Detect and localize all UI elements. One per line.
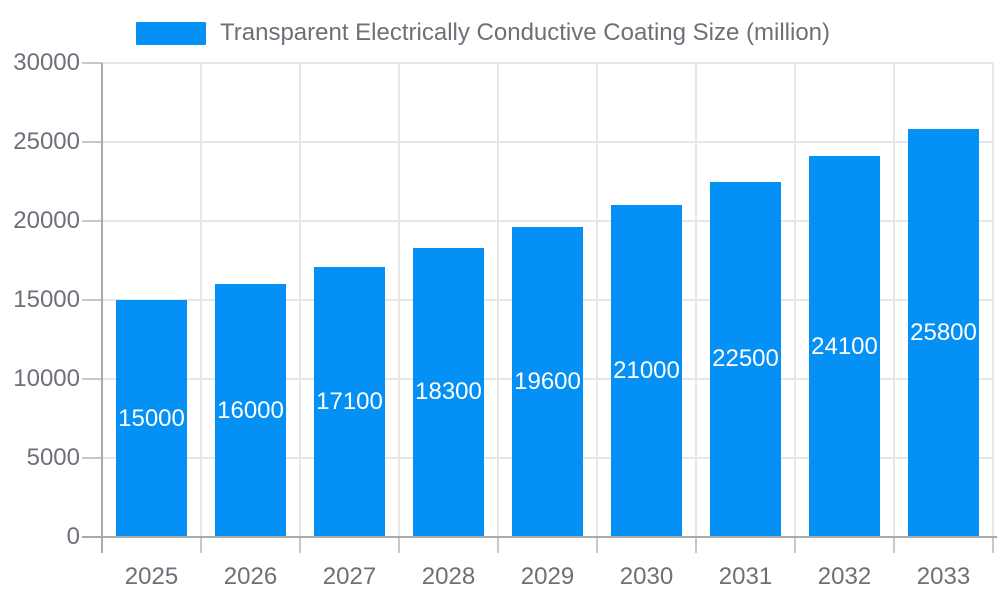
- bar-value-label: 18300: [415, 378, 482, 406]
- x-axis-tick-label: 2032: [817, 563, 872, 590]
- legend-swatch: [136, 21, 206, 45]
- x-axis-tick: [596, 537, 598, 553]
- bar-value-label: 25800: [910, 319, 977, 347]
- bar-value-label: 24100: [811, 332, 878, 360]
- x-axis-tick-label: 2026: [223, 563, 278, 590]
- bar-2031[interactable]: 22500: [710, 181, 781, 537]
- gridline-vertical: [497, 63, 499, 537]
- bar-value-label: 15000: [118, 404, 185, 432]
- bar-2029[interactable]: 19600: [512, 227, 583, 537]
- x-axis-tick: [299, 537, 301, 553]
- gridline-vertical: [299, 63, 301, 537]
- y-axis-tick-label: 0: [66, 523, 80, 550]
- y-axis-tick-label: 25000: [13, 128, 80, 155]
- bar-value-label: 21000: [613, 357, 680, 385]
- gridline-horizontal: [102, 141, 993, 143]
- bar-2033[interactable]: 25800: [908, 129, 979, 537]
- gridline-horizontal: [102, 220, 993, 222]
- gridline-vertical: [596, 63, 598, 537]
- x-axis-tick: [497, 537, 499, 553]
- x-axis-tick-label: 2030: [619, 563, 674, 590]
- y-axis-tick: [82, 378, 102, 380]
- bar-value-label: 17100: [316, 387, 383, 415]
- x-axis-line: [82, 536, 997, 538]
- x-axis-tick: [695, 537, 697, 553]
- bar-2028[interactable]: 18300: [413, 247, 484, 537]
- gridline-vertical: [398, 63, 400, 537]
- bar-2025[interactable]: 15000: [116, 300, 187, 537]
- bar-value-label: 16000: [217, 396, 284, 424]
- bar-2027[interactable]: 17100: [314, 266, 385, 537]
- bar-2032[interactable]: 24100: [809, 156, 880, 537]
- bar-value-label: 22500: [712, 345, 779, 373]
- gridline-vertical: [794, 63, 796, 537]
- bar-2030[interactable]: 21000: [611, 205, 682, 537]
- bar-value-label: 19600: [514, 368, 581, 396]
- y-axis-tick: [82, 62, 102, 64]
- y-axis-line: [101, 63, 103, 553]
- y-axis-tick-label: 15000: [13, 286, 80, 313]
- y-axis-tick: [82, 457, 102, 459]
- x-axis-tick-label: 2029: [520, 563, 575, 590]
- y-axis-tick-label: 5000: [26, 444, 80, 471]
- y-axis-tick-label: 10000: [13, 365, 80, 392]
- x-axis-tick: [794, 537, 796, 553]
- x-axis-tick: [893, 537, 895, 553]
- x-axis-tick-label: 2025: [124, 563, 179, 590]
- y-axis-tick-label: 20000: [13, 207, 80, 234]
- gridline-vertical: [200, 63, 202, 537]
- x-axis-tick: [992, 537, 994, 553]
- gridline-horizontal: [102, 62, 993, 64]
- x-axis-tick-label: 2033: [916, 563, 971, 590]
- legend-label: Transparent Electrically Conductive Coat…: [220, 19, 831, 46]
- x-axis-tick: [200, 537, 202, 553]
- gridline-vertical: [992, 63, 994, 537]
- legend-item[interactable]: Transparent Electrically Conductive Coat…: [136, 19, 830, 47]
- x-axis-tick-label: 2028: [421, 563, 476, 590]
- y-axis-tick: [82, 299, 102, 301]
- y-axis-tick: [82, 141, 102, 143]
- x-axis-tick-label: 2031: [718, 563, 773, 590]
- gridline-vertical: [695, 63, 697, 537]
- gridline-vertical: [893, 63, 895, 537]
- y-axis-tick: [82, 220, 102, 222]
- x-axis-tick-label: 2027: [322, 563, 377, 590]
- bar-2026[interactable]: 16000: [215, 284, 286, 537]
- x-axis-tick: [398, 537, 400, 553]
- y-axis-tick-label: 30000: [13, 49, 80, 76]
